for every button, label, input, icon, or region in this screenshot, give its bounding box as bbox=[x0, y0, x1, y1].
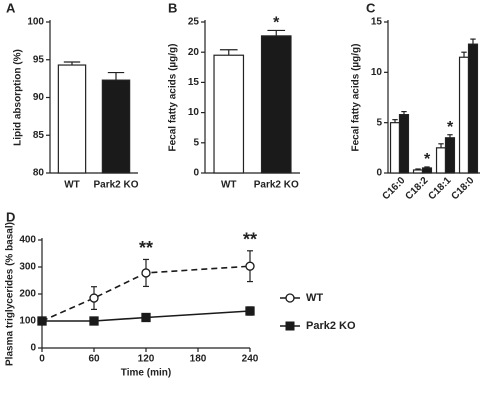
y-tick-label: 0 bbox=[376, 168, 382, 179]
significance: * bbox=[424, 151, 431, 168]
x-tick-label: 240 bbox=[242, 354, 259, 365]
y-tick-label: 5 bbox=[193, 137, 199, 148]
x-tick-label: 0 bbox=[39, 354, 45, 365]
bar bbox=[213, 54, 245, 174]
panel-label: A bbox=[6, 0, 16, 15]
bar bbox=[398, 114, 410, 174]
bar bbox=[412, 169, 424, 174]
y-tick-label: 25 bbox=[188, 17, 200, 28]
x-tick-label: 60 bbox=[88, 354, 100, 365]
panel-label: C bbox=[366, 0, 376, 15]
y-tick-label: 85 bbox=[33, 130, 45, 141]
marker bbox=[141, 268, 151, 278]
bar bbox=[101, 79, 131, 174]
y-tick-label: 90 bbox=[33, 92, 45, 103]
x-tick-label: Park2 KO bbox=[93, 180, 138, 191]
bar bbox=[389, 122, 401, 174]
bar bbox=[435, 147, 447, 174]
panel-label: B bbox=[168, 0, 177, 15]
y-tick-label: 95 bbox=[33, 54, 45, 65]
y-tick-label: 400 bbox=[19, 235, 36, 246]
bar bbox=[260, 35, 292, 174]
significance: ** bbox=[139, 238, 153, 258]
bar bbox=[444, 137, 456, 174]
y-axis-label: Fecal fatty acids (µg/g) bbox=[168, 43, 179, 151]
y-axis-label: Lipid absorption (%) bbox=[13, 49, 24, 146]
marker bbox=[141, 312, 151, 323]
x-tick-label: WT bbox=[221, 180, 237, 191]
bar bbox=[467, 43, 479, 174]
y-tick-label: 0 bbox=[30, 343, 36, 354]
y-tick-label: 100 bbox=[27, 17, 44, 28]
significance: ** bbox=[243, 230, 257, 250]
y-tick-label: 10 bbox=[188, 107, 200, 118]
y-tick-label: 200 bbox=[19, 289, 36, 300]
x-tick-label: 180 bbox=[190, 354, 207, 365]
series-line bbox=[41, 265, 251, 322]
legend-label: Park2 KO bbox=[306, 320, 356, 332]
y-tick-label: 0 bbox=[193, 168, 199, 179]
y-tick-label: 5 bbox=[376, 117, 382, 128]
y-tick-label: 15 bbox=[371, 17, 383, 28]
y-tick-label: 10 bbox=[371, 67, 383, 78]
panel-label: D bbox=[6, 209, 15, 224]
marker bbox=[89, 316, 99, 326]
x-tick-label: C18:0 bbox=[449, 175, 476, 202]
legend-marker bbox=[285, 293, 295, 303]
y-tick-label: 20 bbox=[188, 47, 200, 58]
bar bbox=[57, 64, 87, 174]
x-tick-label: WT bbox=[64, 180, 80, 191]
y-axis-label: Fecal fatty acids (µg/g) bbox=[351, 43, 362, 151]
y-tick-label: 300 bbox=[19, 262, 36, 273]
marker bbox=[89, 293, 99, 303]
marker bbox=[37, 316, 47, 326]
x-axis-label: Time (min) bbox=[121, 368, 171, 379]
y-axis-label: Plasma triglycerides (% basal) bbox=[5, 222, 16, 366]
marker bbox=[245, 261, 255, 271]
bar bbox=[421, 167, 433, 174]
y-tick-label: 80 bbox=[33, 168, 45, 179]
x-tick-label: C18:2 bbox=[403, 175, 430, 202]
bar bbox=[458, 56, 470, 174]
x-tick-label: C18:1 bbox=[426, 175, 453, 202]
marker bbox=[245, 306, 255, 316]
legend-label: WT bbox=[306, 292, 323, 304]
y-tick-label: 100 bbox=[19, 316, 36, 327]
x-tick-label: 120 bbox=[138, 354, 155, 365]
x-tick-label: C16:0 bbox=[380, 175, 407, 202]
significance: * bbox=[273, 15, 280, 32]
legend-marker bbox=[285, 321, 295, 331]
significance: * bbox=[447, 119, 454, 136]
x-tick-label: Park2 KO bbox=[254, 180, 299, 191]
series-line bbox=[42, 310, 251, 322]
y-tick-label: 15 bbox=[188, 77, 200, 88]
